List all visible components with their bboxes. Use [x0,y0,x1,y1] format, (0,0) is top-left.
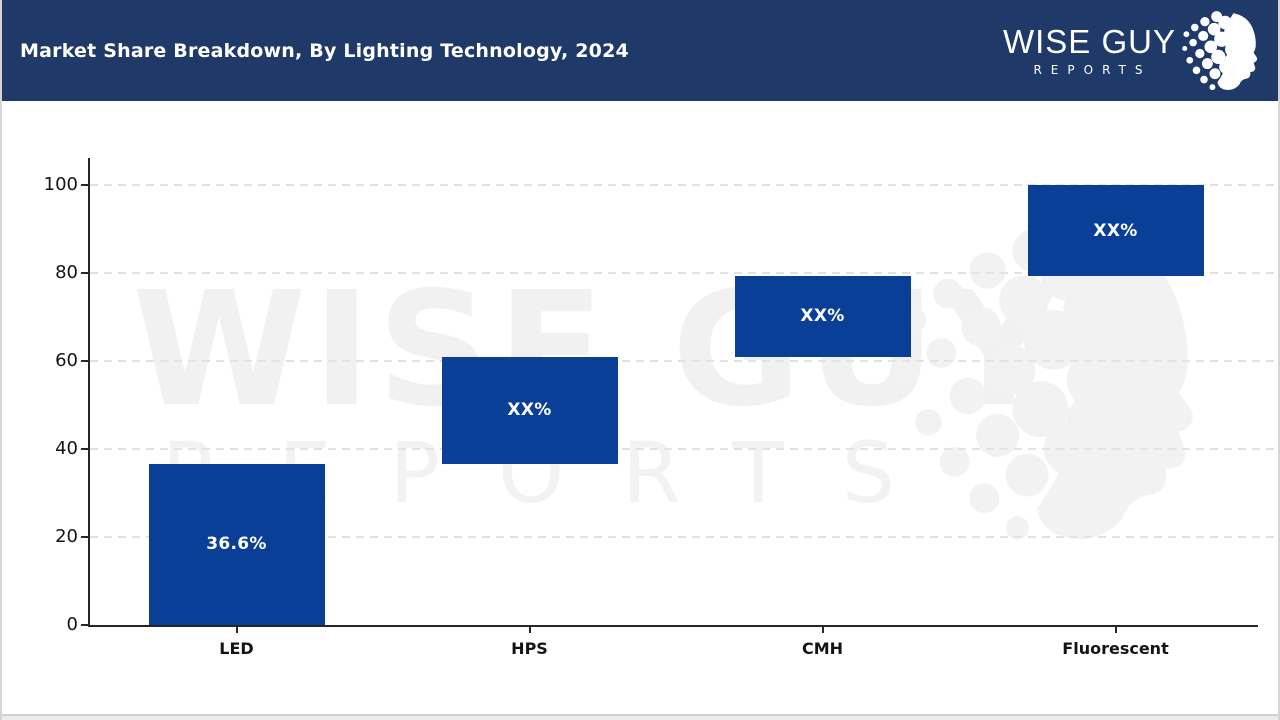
page-bottom-edge [2,714,1278,720]
gridline [90,536,1276,538]
y-tick-mark [81,536,89,538]
y-tick-label: 100 [43,174,78,195]
bar-value-label: 36.6% [206,534,267,555]
x-tick-mark [821,627,824,633]
bar-LED: 36.6% [148,463,325,625]
bar-CMH: XX% [734,276,911,357]
x-axis-label-CMH: CMH [801,639,844,658]
gridline [90,272,1276,274]
brand-logo-primary: WISE GUY [1002,23,1176,60]
brand-logo: WISE GUY REPORTS [1003,9,1262,93]
y-tick-mark [81,448,89,450]
bar-HPS: XX% [441,356,618,464]
gridline [90,184,1276,186]
y-tick-label: 40 [55,438,78,459]
x-axis-label-LED: LED [219,639,254,658]
y-tick-mark [81,272,89,274]
y-tick-label: 60 [55,350,78,371]
x-axis-label-Fluorescent: Fluorescent [1062,639,1169,658]
watermark-head-icon [898,229,1193,540]
x-axis-label-HPS: HPS [511,639,548,658]
x-axis-spine [88,625,1258,627]
dotted-head-icon [1182,10,1258,90]
x-tick-mark [1114,627,1117,633]
bar-value-label: XX% [1093,220,1138,241]
bar-value-label: XX% [800,306,845,327]
y-tick-mark [81,360,89,362]
brand-logo-text: WISE GUY REPORTS [1003,25,1176,76]
gridline [90,448,1276,450]
brand-logo-secondary: REPORTS [1033,63,1152,77]
y-tick-mark [81,624,89,626]
y-tick-label: 0 [66,614,78,635]
y-tick-label: 80 [55,262,78,283]
y-tick-mark [81,184,89,186]
page-title: Market Share Breakdown, By Lighting Tech… [20,39,629,62]
bar-value-label: XX% [507,400,552,421]
y-tick-label: 20 [55,526,78,547]
x-tick-mark [528,627,531,633]
bar-Fluorescent: XX% [1027,185,1204,277]
y-axis-spine [88,158,90,627]
gridline [90,360,1276,362]
x-tick-mark [235,627,238,633]
header-bar: Market Share Breakdown, By Lighting Tech… [2,0,1278,101]
